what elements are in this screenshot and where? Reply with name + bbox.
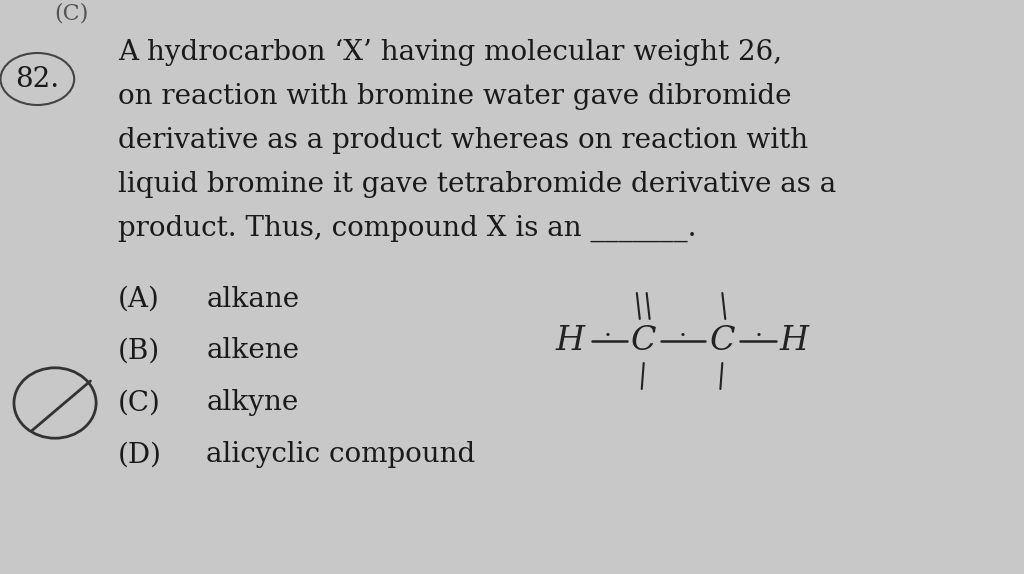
Text: ·: · — [603, 325, 611, 348]
Text: (C): (C) — [54, 2, 88, 24]
Text: product. Thus, compound X is an _______.: product. Thus, compound X is an _______. — [118, 215, 696, 242]
Text: on reaction with bromine water gave dibromide: on reaction with bromine water gave dibr… — [118, 83, 792, 110]
Text: alkene: alkene — [207, 338, 299, 364]
Text: (A): (A) — [118, 285, 160, 312]
Text: C: C — [631, 325, 656, 357]
Text: alicyclic compound: alicyclic compound — [207, 441, 475, 468]
Text: alkyne: alkyne — [207, 390, 299, 417]
Text: liquid bromine it gave tetrabromide derivative as a: liquid bromine it gave tetrabromide deri… — [118, 171, 837, 198]
Text: ·: · — [755, 325, 763, 348]
Text: H: H — [555, 325, 585, 357]
Text: derivative as a product whereas on reaction with: derivative as a product whereas on react… — [118, 127, 808, 154]
Text: (B): (B) — [118, 338, 160, 364]
Text: (C): (C) — [118, 390, 161, 417]
Text: (D): (D) — [118, 441, 162, 468]
Text: ·: · — [679, 325, 687, 348]
Text: H: H — [779, 325, 809, 357]
Text: A hydrocarbon ‘X’ having molecular weight 26,: A hydrocarbon ‘X’ having molecular weigh… — [118, 39, 782, 66]
Text: alkane: alkane — [207, 285, 299, 312]
Text: 82.: 82. — [15, 65, 59, 92]
Text: C: C — [710, 325, 735, 357]
